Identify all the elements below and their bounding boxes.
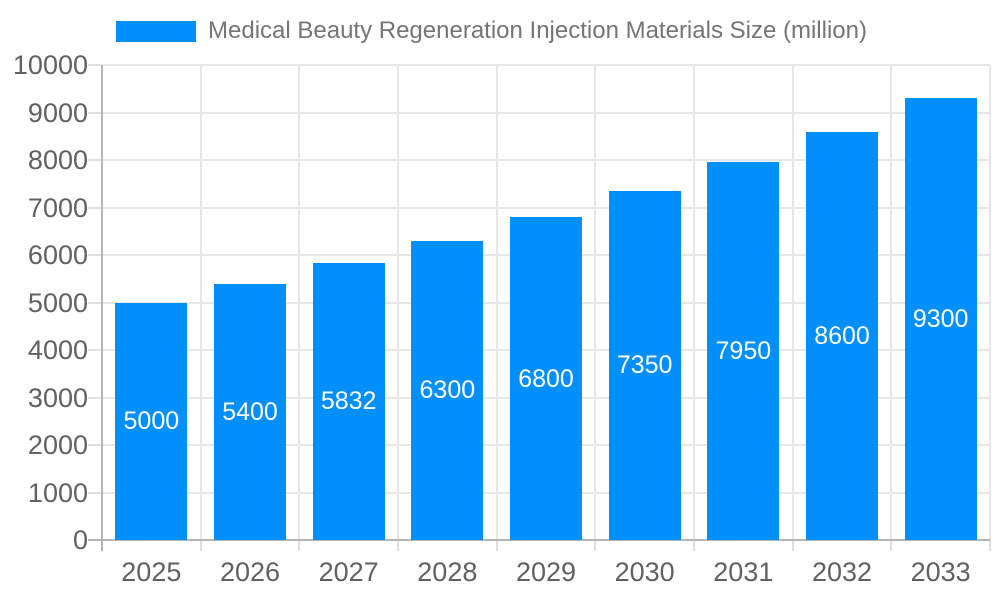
legend-swatch <box>116 20 196 42</box>
x-axis-label: 2033 <box>910 557 971 587</box>
bar-2031[interactable]: 7950 <box>707 162 780 540</box>
x-axis-label: 2029 <box>515 557 577 587</box>
bar-2027[interactable]: 5832 <box>312 262 385 540</box>
x-gridline <box>890 65 893 540</box>
chart-legend[interactable]: Medical Beauty Regeneration Injection Ma… <box>116 17 867 45</box>
x-axis-tick <box>989 540 991 551</box>
x-gridline <box>989 65 991 540</box>
y-axis-label: 6000 <box>27 240 88 270</box>
bar-value-label: 5400 <box>222 397 278 426</box>
x-gridline <box>791 65 794 540</box>
y-axis-label: 0 <box>72 525 88 555</box>
bar-value-label: 9300 <box>912 305 969 334</box>
bar-2030[interactable]: 7350 <box>608 190 681 540</box>
bar-2032[interactable]: 8600 <box>806 131 878 540</box>
x-axis-label: 2028 <box>417 557 478 587</box>
y-axis-label: 9000 <box>27 97 88 128</box>
legend-label: Medical Beauty Regeneration Injection Ma… <box>208 17 867 44</box>
x-axis-label: 2026 <box>219 557 281 587</box>
y-axis-label: 10000 <box>12 50 88 80</box>
bar-2025[interactable]: 5000 <box>115 302 188 540</box>
x-axis-label: 2030 <box>614 557 675 587</box>
x-axis-tick <box>199 540 202 551</box>
y-axis-label: 1000 <box>27 477 88 508</box>
y-axis-tick <box>88 301 102 304</box>
x-axis-label: 2025 <box>121 557 182 587</box>
bar-value-label: 5832 <box>320 387 377 416</box>
bar-value-label: 8600 <box>814 321 870 350</box>
y-axis-tick <box>88 64 102 66</box>
y-axis-label: 8000 <box>27 145 88 175</box>
x-axis-label: 2027 <box>318 557 379 587</box>
y-axis-label: 2000 <box>27 430 88 460</box>
bar-value-label: 6300 <box>419 376 476 405</box>
y-axis-tick <box>88 491 102 494</box>
x-axis-tick <box>298 540 301 551</box>
x-gridline <box>495 65 498 540</box>
bar-value-label: 6800 <box>518 364 574 393</box>
y-axis-tick <box>88 206 102 209</box>
x-axis-tick <box>594 540 597 551</box>
bar-2029[interactable]: 6800 <box>510 217 582 540</box>
bar-2028[interactable]: 6300 <box>411 240 484 540</box>
x-gridline <box>298 65 301 540</box>
x-gridline <box>199 65 202 540</box>
x-axis-label: 2032 <box>811 557 873 587</box>
y-axis-label: 4000 <box>27 335 88 365</box>
bar-value-label: 7950 <box>715 337 772 366</box>
x-axis-tick <box>890 540 893 551</box>
bar-2026[interactable]: 5400 <box>214 283 286 540</box>
x-gridline <box>594 65 597 540</box>
x-axis-tick <box>495 540 498 551</box>
y-axis-label: 3000 <box>27 382 88 413</box>
x-axis-tick <box>397 540 399 551</box>
bar-value-label: 7350 <box>616 351 673 380</box>
bar-value-label: 5000 <box>123 407 180 436</box>
y-gridline <box>102 206 990 209</box>
y-axis-tick <box>88 159 102 161</box>
x-gridline <box>693 65 695 540</box>
y-axis-tick <box>88 396 102 399</box>
y-axis-tick <box>88 444 102 446</box>
y-gridline <box>102 159 990 161</box>
y-axis-label: 7000 <box>27 192 88 223</box>
y-axis-tick <box>88 349 102 351</box>
bar-2033[interactable]: 9300 <box>904 98 977 540</box>
y-gridline <box>102 64 990 66</box>
x-axis-tick <box>693 540 695 551</box>
y-axis-tick <box>88 111 102 114</box>
x-gridline <box>397 65 399 540</box>
y-axis-label: 5000 <box>27 287 88 318</box>
y-gridline <box>102 111 990 114</box>
y-axis-line <box>101 65 103 551</box>
y-axis-tick <box>88 254 102 256</box>
x-axis-label: 2031 <box>713 557 774 587</box>
x-axis-line <box>88 539 990 541</box>
x-axis-tick <box>791 540 794 551</box>
